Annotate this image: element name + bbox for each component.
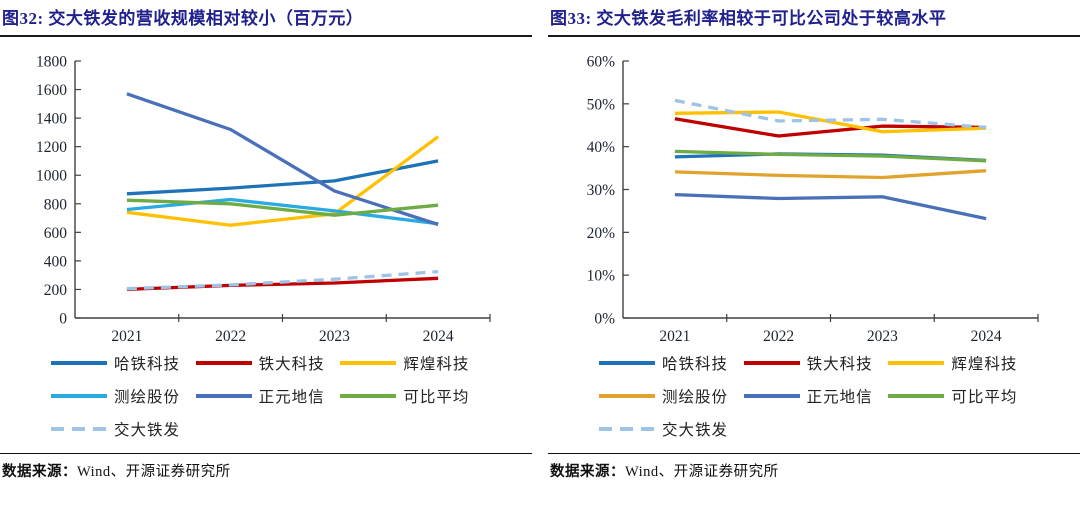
line-swatch-icon bbox=[888, 361, 945, 365]
chart-panel-gross-margin: 图33: 交大铁发毛利率相较于可比公司处于较高水平 0% 10% 20% 30% 40%… bbox=[548, 0, 1080, 519]
line-swatch-icon bbox=[195, 394, 252, 398]
legend-label: 辉煌科技 bbox=[403, 356, 470, 373]
legend-label: 可比平均 bbox=[951, 389, 1018, 406]
legend-label: 正元地信 bbox=[806, 389, 873, 406]
chart-legend: 哈铁科技 铁大科技 辉煌科技测绘股份 正元地信 可比平均交大铁发 bbox=[599, 351, 1029, 441]
series-line-6 bbox=[674, 98, 987, 130]
x-tick-label: 2021 bbox=[659, 328, 690, 343]
y-tick-label: 0 bbox=[59, 311, 67, 328]
series-line-0 bbox=[126, 159, 439, 196]
y-tick-label: 50% bbox=[587, 96, 616, 113]
x-tick-label: 2022 bbox=[215, 328, 246, 343]
legend-item-3: 测绘股份 bbox=[51, 384, 192, 408]
chart-title: 图33: 交大铁发毛利率相较于可比公司处于较高水平 bbox=[550, 9, 947, 28]
legend-item-0: 哈铁科技 bbox=[51, 351, 192, 375]
legend-item-0: 哈铁科技 bbox=[599, 351, 740, 375]
line-swatch-icon bbox=[340, 394, 397, 398]
legend-item-3: 测绘股份 bbox=[599, 384, 740, 408]
gross-margin-line-chart: 0% 10% 20% 30% 40% 50% 60% 2021 2022 2023 2024 bbox=[587, 54, 1039, 343]
series-line-4 bbox=[674, 192, 987, 221]
series-line-2 bbox=[674, 110, 987, 134]
y-tick-label: 1400 bbox=[36, 111, 67, 128]
line-swatch-icon bbox=[340, 361, 397, 365]
y-tick-label: 800 bbox=[44, 196, 68, 213]
line-swatch-icon bbox=[599, 394, 655, 398]
legend-item-4: 正元地信 bbox=[743, 384, 885, 408]
series-line-6 bbox=[126, 269, 439, 291]
legend-label: 哈铁科技 bbox=[662, 356, 729, 373]
series-line-4 bbox=[126, 92, 439, 227]
legend-label: 铁大科技 bbox=[258, 356, 325, 373]
legend-item-5: 可比平均 bbox=[888, 384, 1029, 408]
y-tick-label: 20% bbox=[587, 225, 616, 242]
legend-label: 测绘股份 bbox=[114, 389, 181, 406]
axes: 0 200 400 600 800 1000 1200 1400 1600 1800 2021 202… bbox=[36, 54, 491, 343]
x-tick-label: 2022 bbox=[763, 328, 794, 343]
legend-item-6: 交大铁发 bbox=[51, 417, 192, 441]
line-swatch-icon bbox=[743, 394, 800, 398]
series-line-5 bbox=[126, 198, 439, 217]
y-tick-label: 0% bbox=[594, 311, 615, 328]
legend-label: 正元地信 bbox=[258, 389, 325, 406]
y-tick-label: 30% bbox=[587, 182, 616, 199]
legend-label: 测绘股份 bbox=[662, 389, 729, 406]
title-underline bbox=[0, 35, 532, 37]
y-tick-label: 1600 bbox=[36, 82, 67, 99]
source-text: Wind、开源证券研究所 bbox=[77, 464, 231, 480]
legend-label: 交大铁发 bbox=[114, 422, 181, 439]
chart-legend: 哈铁科技 铁大科技 辉煌科技测绘股份 正元地信 可比平均交大铁发 bbox=[51, 351, 481, 441]
line-swatch-icon bbox=[888, 394, 945, 398]
source-text: Wind、开源证券研究所 bbox=[625, 464, 779, 480]
legend-label: 哈铁科技 bbox=[114, 356, 181, 373]
series-line-3 bbox=[674, 169, 987, 180]
line-swatch-icon bbox=[195, 361, 252, 365]
series-line-1 bbox=[674, 117, 987, 138]
chart-panel-revenue: 图32: 交大铁发的营收规模相对较小（百万元） 0 200 400 600 800 100… bbox=[0, 0, 532, 519]
series-line-5 bbox=[674, 149, 987, 163]
legend-item-6: 交大铁发 bbox=[599, 417, 740, 441]
x-tick-label: 2023 bbox=[319, 328, 350, 343]
legend-item-1: 铁大科技 bbox=[743, 351, 885, 375]
x-tick-label: 2023 bbox=[867, 328, 898, 343]
y-tick-label: 10% bbox=[587, 268, 616, 285]
source-note: 数据来源：Wind、开源证券研究所 bbox=[548, 453, 1080, 481]
legend-item-1: 铁大科技 bbox=[195, 351, 337, 375]
y-tick-label: 400 bbox=[44, 253, 68, 270]
y-tick-label: 1800 bbox=[36, 54, 67, 71]
chart-title: 图32: 交大铁发的营收规模相对较小（百万元） bbox=[2, 9, 364, 28]
legend-item-2: 辉煌科技 bbox=[888, 351, 1029, 375]
series-line-2 bbox=[126, 135, 440, 227]
y-tick-label: 1200 bbox=[36, 139, 67, 156]
dashed-line-swatch-icon bbox=[51, 427, 107, 431]
line-swatch-icon bbox=[599, 361, 655, 365]
y-tick-label: 60% bbox=[587, 54, 616, 71]
y-tick-label: 1000 bbox=[36, 168, 67, 185]
source-label: 数据来源： bbox=[2, 464, 77, 480]
series-line-1 bbox=[126, 276, 439, 292]
y-tick-label: 40% bbox=[587, 139, 616, 156]
line-swatch-icon bbox=[51, 394, 107, 398]
x-tick-label: 2021 bbox=[111, 328, 142, 343]
title-underline bbox=[548, 35, 1080, 37]
x-tick-label: 2024 bbox=[423, 328, 454, 343]
y-tick-label: 600 bbox=[44, 225, 68, 242]
source-label: 数据来源： bbox=[550, 464, 625, 480]
legend-label: 交大铁发 bbox=[662, 422, 729, 439]
source-note: 数据来源：Wind、开源证券研究所 bbox=[0, 453, 532, 481]
legend-label: 辉煌科技 bbox=[951, 356, 1018, 373]
revenue-line-chart: 0 200 400 600 800 1000 1200 1400 1600 1800 2021 202… bbox=[36, 54, 491, 343]
legend-item-4: 正元地信 bbox=[195, 384, 337, 408]
legend-label: 可比平均 bbox=[403, 389, 470, 406]
legend-item-2: 辉煌科技 bbox=[340, 351, 481, 375]
series-line-3 bbox=[126, 197, 439, 226]
axes: 0% 10% 20% 30% 40% 50% 60% 2021 2022 2023 2024 bbox=[587, 54, 1039, 343]
legend-label: 铁大科技 bbox=[806, 356, 873, 373]
x-tick-label: 2024 bbox=[971, 328, 1002, 343]
y-tick-label: 200 bbox=[44, 282, 68, 299]
dashed-line-swatch-icon bbox=[599, 427, 655, 431]
legend-item-5: 可比平均 bbox=[340, 384, 481, 408]
line-swatch-icon bbox=[743, 361, 800, 365]
line-swatch-icon bbox=[51, 361, 107, 365]
